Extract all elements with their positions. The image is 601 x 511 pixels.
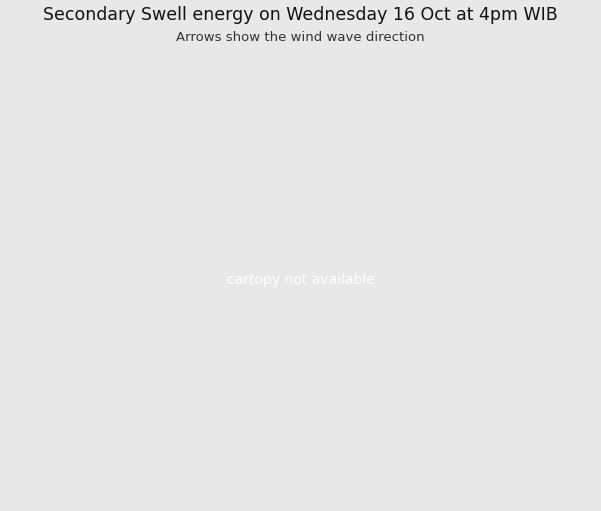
Text: Arrows show the wind wave direction: Arrows show the wind wave direction (176, 31, 425, 44)
Text: cartopy not available: cartopy not available (227, 272, 374, 287)
Text: Secondary Swell energy on Wednesday 16 Oct at 4pm WIB: Secondary Swell energy on Wednesday 16 O… (43, 6, 558, 25)
